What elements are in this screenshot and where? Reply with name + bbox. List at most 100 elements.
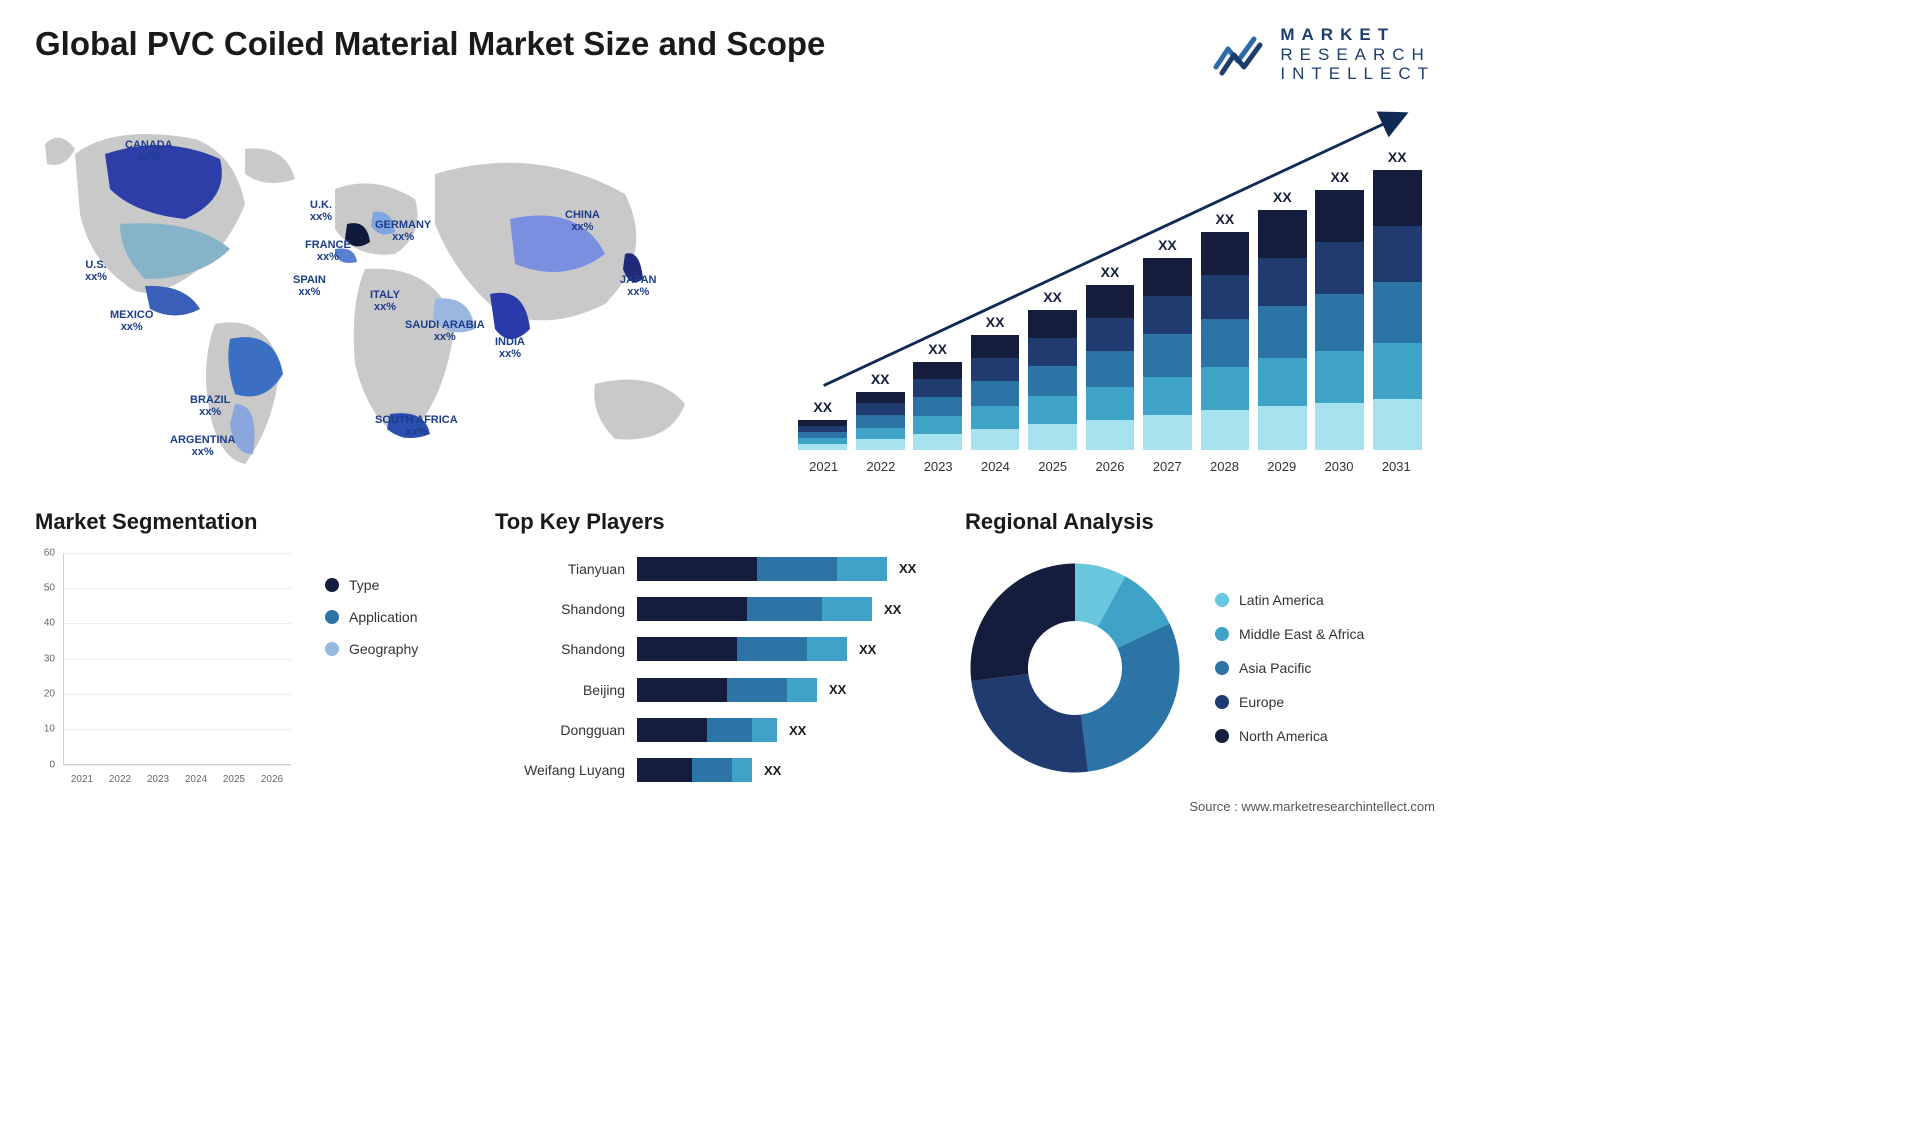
legend-dot-icon [325,578,339,592]
regional-section: Regional Analysis Latin AmericaMiddle Ea… [965,509,1435,789]
growth-year-label: 2031 [1368,459,1425,474]
player-row: Dongguan XX [495,718,935,742]
regional-legend-item: North America [1215,728,1364,744]
growth-value-label: XX [1158,237,1177,253]
map-label-japan: JAPANxx% [620,274,656,298]
growth-year-label: 2024 [967,459,1024,474]
logo-text: MARKET RESEARCH INTELLECT [1280,25,1435,84]
growth-bar-2031: XX [1370,149,1425,450]
growth-year-label: 2026 [1081,459,1138,474]
growth-value-label: XX [1330,169,1349,185]
growth-bar-2028: XX [1197,211,1252,450]
seg-legend-item: Type [325,577,418,593]
map-label-spain: SPAINxx% [293,274,326,298]
map-label-canada: CANADAxx% [125,139,173,163]
growth-bar-2023: XX [910,341,965,450]
map-label-france: FRANCExx% [305,239,351,263]
player-bar [637,758,752,782]
growth-chart: XXXXXXXXXXXXXXXXXXXXXX 20212022202320242… [765,104,1435,484]
segmentation-section: Market Segmentation 0102030405060 202120… [35,509,465,789]
player-value: XX [899,561,916,576]
growth-value-label: XX [813,399,832,415]
segmentation-legend: Type Application Geography [325,547,418,789]
legend-dot-icon [1215,661,1229,675]
map-label-china: CHINAxx% [565,209,600,233]
growth-bar-2024: XX [967,314,1022,450]
player-row: Beijing XX [495,678,935,702]
legend-dot-icon [1215,695,1229,709]
growth-bar-2022: XX [852,371,907,450]
seg-legend-item: Application [325,609,418,625]
logo-icon [1212,31,1270,77]
growth-year-label: 2028 [1196,459,1253,474]
key-players-section: Top Key Players TianyuanXXShandongXXShan… [495,509,935,789]
map-label-brazil: BRAZILxx% [190,394,230,418]
player-name: Dongguan [495,722,625,738]
key-players-title: Top Key Players [495,509,935,535]
legend-dot-icon [1215,729,1229,743]
player-row: ShandongXX [495,637,935,661]
regional-legend-item: Asia Pacific [1215,660,1364,676]
player-row: Shandong XX [495,597,935,621]
map-label-saudi-arabia: SAUDI ARABIAxx% [405,319,485,343]
player-row: Tianyuan XX [495,557,935,581]
growth-value-label: XX [928,341,947,357]
map-label-mexico: MEXICOxx% [110,309,153,333]
growth-bar-2026: XX [1082,264,1137,450]
map-label-u-s-: U.S.xx% [85,259,107,283]
player-name: Beijing [495,682,625,698]
player-value: XX [764,763,781,778]
player-name: Shandong [495,601,625,617]
header: Global PVC Coiled Material Market Size a… [35,25,1435,84]
player-bar [637,557,887,581]
legend-dot-icon [325,610,339,624]
player-value: XX [789,723,806,738]
growth-year-label: 2030 [1310,459,1367,474]
growth-year-label: 2029 [1253,459,1310,474]
player-name: Tianyuan [495,561,625,577]
growth-bar-2029: XX [1255,189,1310,450]
source-text: Source : www.marketresearchintellect.com [1189,799,1435,814]
map-label-germany: GERMANYxx% [375,219,431,243]
segmentation-chart: 0102030405060 202120222023202420252026 [35,547,295,789]
map-label-south-africa: SOUTH AFRICAxx% [375,414,458,438]
player-value: XX [884,602,901,617]
player-bar [637,597,872,621]
growth-value-label: XX [1273,189,1292,205]
growth-bar-2021: XX [795,399,850,450]
player-value: XX [829,682,846,697]
growth-year-label: 2021 [795,459,852,474]
legend-dot-icon [1215,593,1229,607]
player-bar [637,637,847,661]
growth-bar-2025: XX [1025,289,1080,450]
page-title: Global PVC Coiled Material Market Size a… [35,25,825,63]
growth-year-label: 2027 [1139,459,1196,474]
seg-legend-item: Geography [325,641,418,657]
brand-logo: MARKET RESEARCH INTELLECT [1212,25,1435,84]
growth-value-label: XX [1216,211,1235,227]
donut-slice [971,563,1076,681]
map-label-india: INDIAxx% [495,336,525,360]
world-map: CANADAxx% U.S.xx% MEXICOxx% BRAZILxx% ARGENT… [35,104,735,484]
growth-bar-2030: XX [1312,169,1367,450]
growth-year-label: 2025 [1024,459,1081,474]
growth-year-label: 2023 [910,459,967,474]
player-bar [637,718,777,742]
player-name: Weifang Luyang [495,762,625,778]
donut-slice [1081,623,1180,771]
map-label-u-k-: U.K.xx% [310,199,332,223]
player-row: Weifang Luyang XX [495,758,935,782]
legend-dot-icon [325,642,339,656]
growth-value-label: XX [871,371,890,387]
growth-value-label: XX [986,314,1005,330]
regional-donut [965,558,1185,778]
growth-value-label: XX [1043,289,1062,305]
player-bar [637,678,817,702]
regional-legend-item: Latin America [1215,592,1364,608]
map-label-argentina: ARGENTINAxx% [170,434,235,458]
player-value: XX [859,642,876,657]
growth-value-label: XX [1101,264,1120,280]
regional-legend: Latin AmericaMiddle East & AfricaAsia Pa… [1215,592,1364,744]
regional-legend-item: Europe [1215,694,1364,710]
growth-bar-2027: XX [1140,237,1195,450]
